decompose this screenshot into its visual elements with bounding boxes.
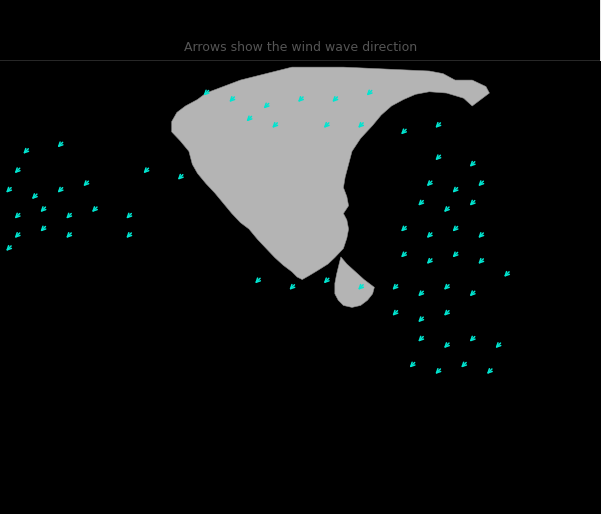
Polygon shape — [172, 67, 489, 280]
Text: Arrows show the wind wave direction: Arrows show the wind wave direction — [184, 41, 417, 54]
Polygon shape — [335, 257, 374, 307]
Text: Wind Wave energy on Sunday 23 Mar at 11pm +05: Wind Wave energy on Sunday 23 Mar at 11p… — [76, 10, 525, 28]
